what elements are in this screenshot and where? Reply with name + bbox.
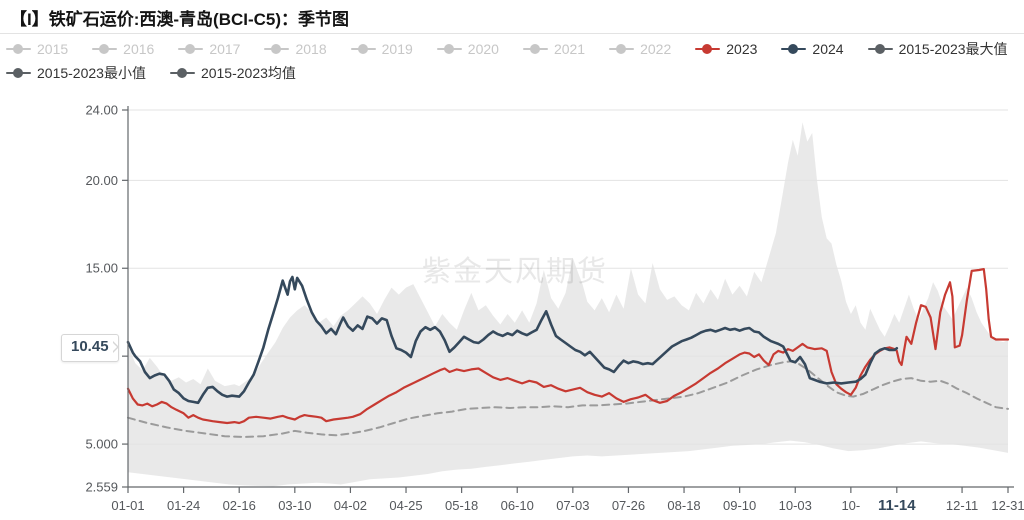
- y-axis-label-20.00: 20.00: [85, 173, 118, 188]
- legend-label: 2015-2023最大值: [898, 41, 1008, 57]
- legend-item-2019[interactable]: 2019: [350, 41, 413, 57]
- legend-marker-icon: [695, 44, 721, 54]
- x-axis-label-10-: 10-: [841, 498, 860, 513]
- legend-label: 2015: [37, 41, 69, 57]
- x-axis-label-05-18: 05-18: [445, 498, 478, 513]
- legend-label: 2022: [640, 41, 672, 57]
- x-axis-label-12-31: 12-31: [991, 498, 1024, 513]
- x-axis-label-11-14: 11-14: [878, 497, 916, 514]
- legend-marker-icon: [781, 44, 807, 54]
- legend-dot-icon: [357, 44, 368, 54]
- legend-dot-icon: [271, 44, 282, 54]
- legend-label: 2023: [726, 41, 758, 57]
- legend-dot-icon: [702, 44, 713, 54]
- legend-label: 2015-2023最小值: [37, 65, 146, 81]
- y-axis-label-24.00: 24.00: [85, 103, 118, 118]
- legend-label: 2020: [467, 41, 499, 57]
- legend-item-2015-2023均值[interactable]: 2015-2023均值: [169, 63, 296, 83]
- legend-item-2016[interactable]: 2016: [92, 41, 154, 57]
- x-axis-label-01-24: 01-24: [167, 498, 200, 513]
- legend-row-2: 2015-2023最小值 2015-2023均值: [6, 61, 1020, 85]
- legend-label: 2015-2023均值: [200, 65, 296, 81]
- chart-title: 【I】铁矿石运价:西澳-青岛(BCI-C5)：季节图: [10, 10, 350, 29]
- x-axis-label-06-10: 06-10: [501, 498, 534, 513]
- legend-item-2022[interactable]: 2022: [609, 41, 671, 57]
- legend-dot-icon: [185, 44, 196, 54]
- legend-dot-icon: [616, 44, 627, 54]
- legend-item-2015-2023最大值[interactable]: 2015-2023最大值: [867, 39, 1008, 59]
- legend-marker-icon: [178, 44, 204, 54]
- x-axis-label-02-16: 02-16: [223, 498, 256, 513]
- legend-label: 2016: [123, 41, 155, 57]
- legend-item-2017[interactable]: 2017: [178, 41, 240, 57]
- axis-pointer-value-label: 10.45: [61, 334, 119, 363]
- legend-dot-icon: [176, 68, 187, 78]
- legend-dot-icon: [874, 44, 885, 54]
- legend-dot-icon: [529, 44, 540, 54]
- legend-item-2023[interactable]: 2023: [695, 41, 757, 57]
- x-axis-label-07-26: 07-26: [612, 498, 645, 513]
- legend-dot-icon: [99, 44, 110, 54]
- x-axis-label-07-03: 07-03: [556, 498, 589, 513]
- x-axis-label-04-02: 04-02: [334, 498, 367, 513]
- legend-dot-icon: [443, 44, 454, 54]
- legend-dot-icon: [13, 68, 23, 78]
- legend-marker-icon: [436, 44, 462, 54]
- legend-marker-icon: [867, 44, 893, 54]
- legend-marker-icon: [92, 44, 118, 54]
- legend-dot-icon: [788, 44, 799, 54]
- legend-label: 2021: [553, 41, 586, 57]
- x-axis-label-10-03: 10-03: [779, 498, 812, 513]
- legend-label: 2019: [381, 41, 413, 57]
- legend-marker-icon: [6, 44, 31, 54]
- series-mean-line: [127, 360, 1009, 439]
- legend-marker-icon: [264, 44, 290, 54]
- legend-marker-icon: [609, 44, 635, 54]
- legend: 2015 2016 2017 2018 2019 2020 2021 2022 2023 2024…: [6, 37, 1020, 85]
- series-2024-line: [126, 275, 899, 405]
- legend-item-2024[interactable]: 2024: [781, 41, 844, 57]
- legend-item-2015-2023最小值[interactable]: 2015-2023最小值: [6, 63, 146, 83]
- legend-marker-icon: [169, 68, 195, 78]
- legend-marker-icon: [6, 68, 31, 78]
- y-axis-label-15.00: 15.00: [85, 261, 118, 276]
- x-axis-label-08-18: 08-18: [667, 498, 700, 513]
- y-axis-label-5.000: 5.000: [85, 437, 118, 452]
- legend-row-1: 2015 2016 2017 2018 2019 2020 2021 2022 2023 2024…: [6, 37, 1020, 61]
- series-2023-line: [126, 268, 1010, 425]
- legend-dot-icon: [13, 44, 23, 54]
- x-axis-label-12-11: 12-11: [946, 498, 978, 513]
- legend-marker-icon: [350, 44, 376, 54]
- x-axis-label-01-01: 01-01: [111, 498, 144, 513]
- legend-label: 2018: [295, 41, 327, 57]
- x-axis-label-03-10: 03-10: [278, 498, 311, 513]
- legend-item-2018[interactable]: 2018: [264, 41, 327, 57]
- x-axis-label-09-10: 09-10: [723, 498, 756, 513]
- x-axis-label-04-25: 04-25: [389, 498, 422, 513]
- legend-item-2020[interactable]: 2020: [436, 41, 499, 57]
- band-minmax-area: [128, 122, 1008, 487]
- legend-marker-icon: [522, 44, 548, 54]
- title-divider: [0, 33, 1024, 34]
- legend-item-2015[interactable]: 2015: [6, 41, 68, 57]
- legend-item-2021[interactable]: 2021: [522, 41, 586, 57]
- y-axis-label-2.559: 2.559: [85, 480, 118, 495]
- legend-label: 2017: [209, 41, 241, 57]
- legend-label: 2024: [812, 41, 844, 57]
